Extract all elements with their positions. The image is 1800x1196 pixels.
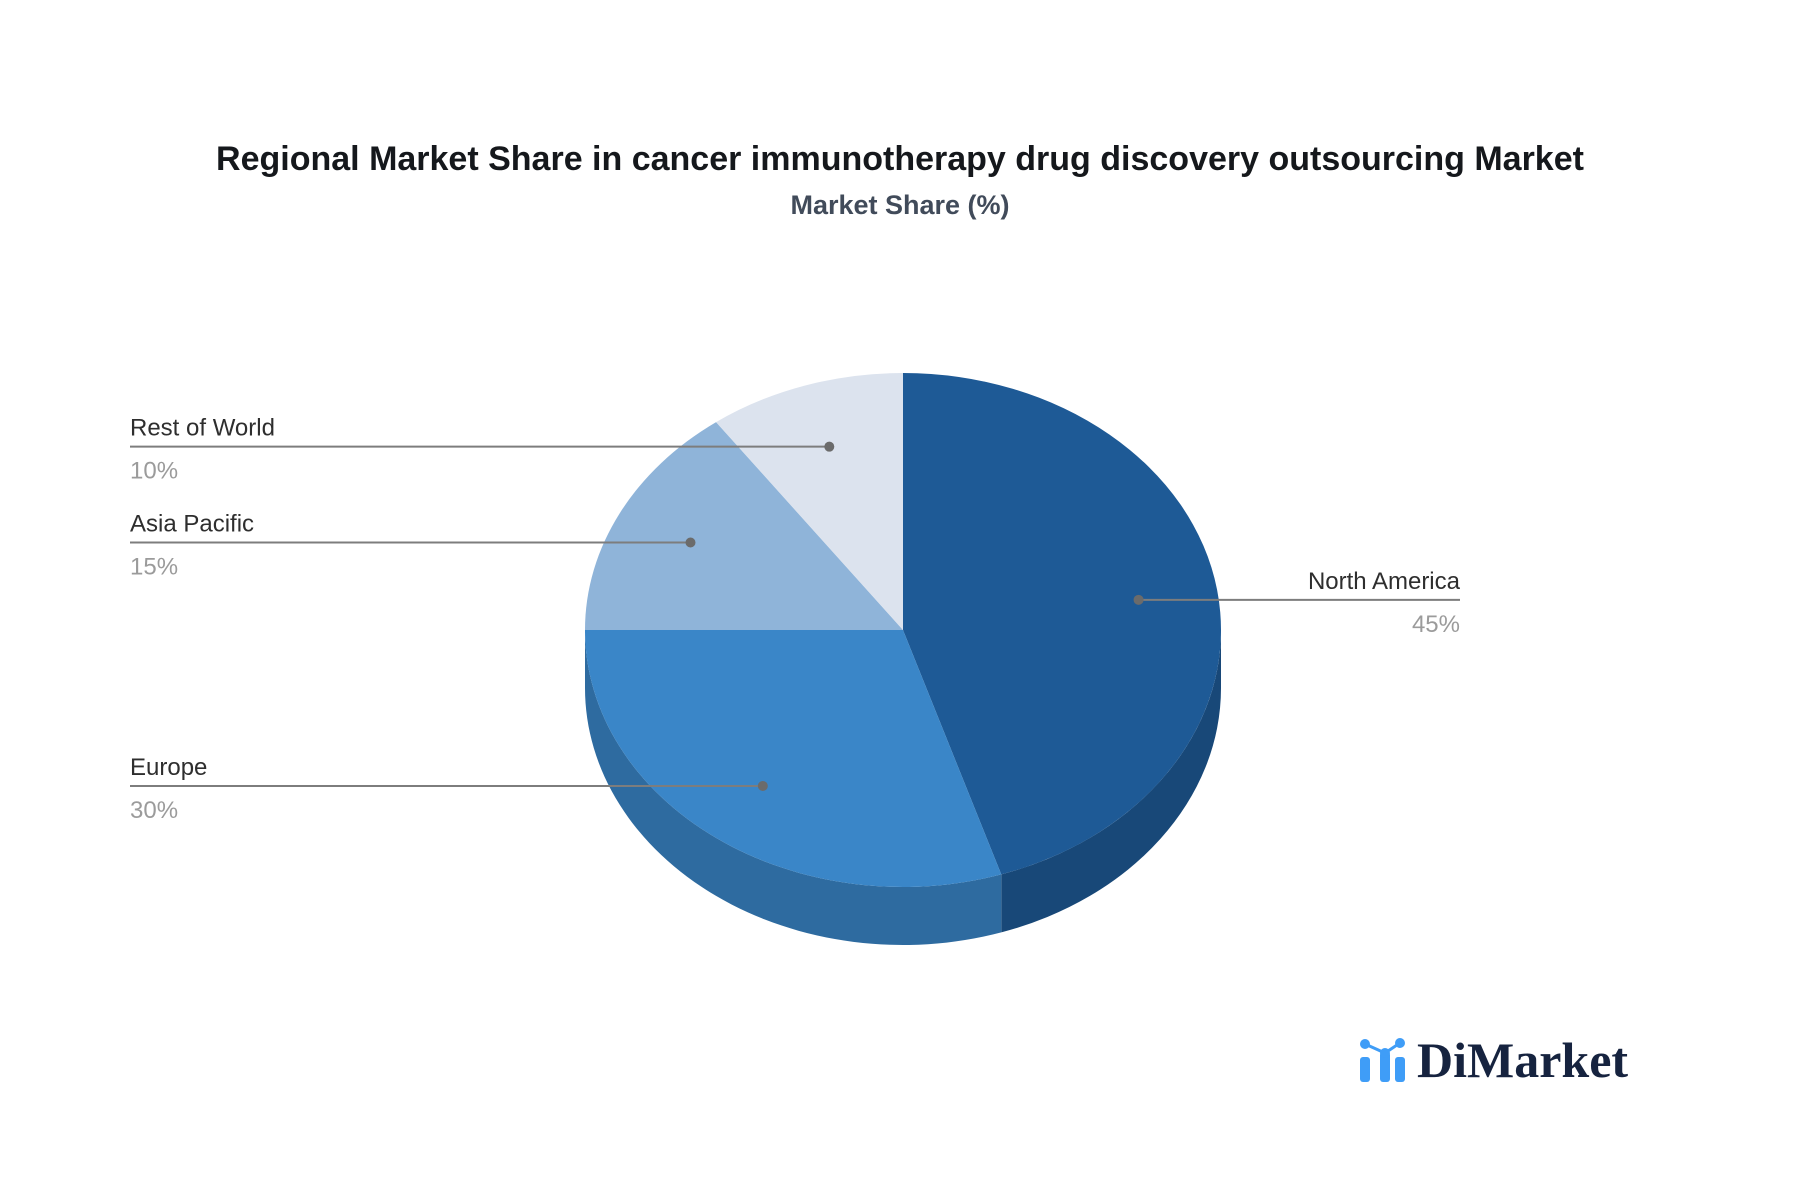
slice-label-asia-pacific: Asia Pacific <box>130 510 254 537</box>
slice-value-north-america: 45% <box>1412 611 1460 638</box>
leader-dot-asia-pacific <box>685 537 696 548</box>
slice-value-asia-pacific: 15% <box>130 553 178 580</box>
logo-icon <box>1360 1038 1405 1082</box>
leader-dot-north-america <box>1133 594 1144 605</box>
pie-slice-rest-of-world[interactable] <box>716 373 903 630</box>
pie-slice-side-europe <box>585 630 1002 945</box>
logo-icon-shape <box>1395 1057 1405 1082</box>
pie-slice-europe[interactable] <box>585 630 1002 887</box>
slice-value-europe: 30% <box>130 797 178 824</box>
brand-logo[interactable]: DiMarket <box>1360 1032 1629 1088</box>
chart-title: Regional Market Share in cancer immunoth… <box>216 140 1584 178</box>
logo-icon-shape <box>1395 1038 1405 1048</box>
slice-value-rest-of-world: 10% <box>130 458 178 485</box>
logo-icon-shape <box>1360 1039 1370 1049</box>
slice-label-rest-of-world: Rest of World <box>130 415 275 442</box>
logo-text: DiMarket <box>1417 1032 1629 1088</box>
logo-icon-shape <box>1380 1048 1390 1058</box>
leader-dot-europe <box>757 780 768 791</box>
chart-subtitle: Market Share (%) <box>790 190 1010 220</box>
logo-icon-shape <box>1360 1057 1370 1082</box>
logo-icon-shape <box>1380 1052 1390 1082</box>
slice-label-north-america: North America <box>1308 568 1461 595</box>
slice-label-europe: Europe <box>130 754 207 781</box>
leader-dot-rest-of-world <box>824 441 835 452</box>
pie-slice-asia-pacific[interactable] <box>585 422 903 630</box>
pie-slice-side-north-america <box>1001 630 1221 933</box>
pie-slice-north-america[interactable] <box>903 373 1221 875</box>
